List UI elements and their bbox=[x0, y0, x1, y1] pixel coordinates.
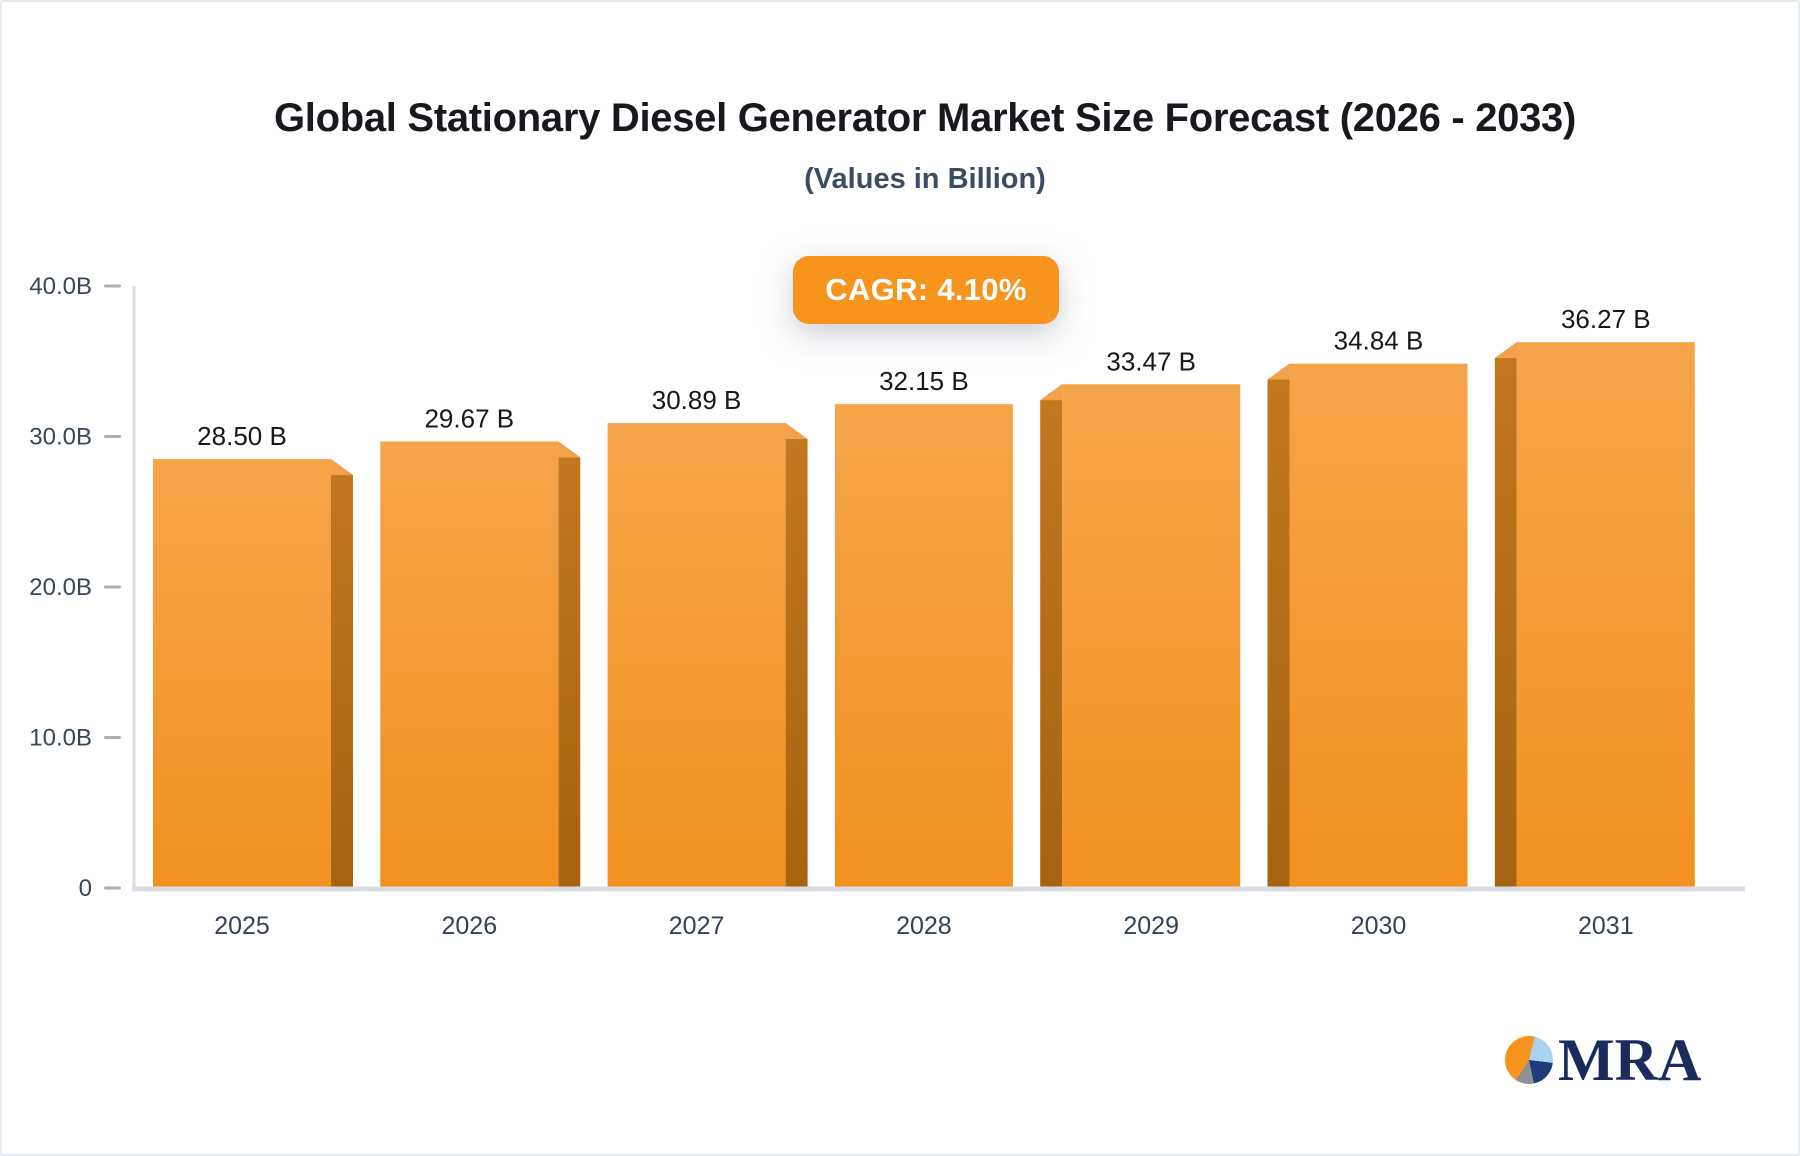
bar-side-face bbox=[785, 423, 808, 888]
bar-side-face bbox=[1267, 363, 1290, 889]
bar-top-sliver bbox=[1267, 363, 1290, 380]
x-category-label: 2025 bbox=[214, 912, 270, 940]
bar-front-face bbox=[1516, 342, 1695, 889]
y-tick-mark bbox=[104, 284, 121, 288]
x-category-label: 2028 bbox=[896, 912, 952, 940]
bar-side-face bbox=[1494, 342, 1517, 889]
cagr-badge-label: CAGR: 4.10% bbox=[825, 272, 1027, 307]
cagr-badge: CAGR: 4.10% bbox=[793, 256, 1059, 324]
bar-front-face bbox=[380, 441, 559, 888]
mra-logo: MRA bbox=[1505, 1027, 1702, 1093]
y-tick-label: 20.0B bbox=[29, 574, 92, 601]
bar-value-label: 28.50 B bbox=[197, 421, 287, 451]
mra-logo-text: MRA bbox=[1558, 1027, 1702, 1093]
bar-front-face bbox=[153, 459, 331, 888]
y-tick-label: 40.0B bbox=[29, 273, 92, 300]
bar-value-label: 36.27 B bbox=[1561, 304, 1651, 334]
bar-value-label: 29.67 B bbox=[424, 403, 514, 433]
chart-subtitle: (Values in Billion) bbox=[804, 163, 1046, 195]
x-category-label: 2027 bbox=[669, 912, 725, 940]
x-category-label: 2031 bbox=[1578, 912, 1634, 940]
y-tick-label: 10.0B bbox=[29, 725, 92, 752]
bar-top-sliver bbox=[1494, 342, 1517, 359]
y-tick-mark bbox=[104, 886, 121, 890]
bar-value-label: 34.84 B bbox=[1334, 326, 1424, 356]
bar-top-sliver bbox=[331, 459, 353, 476]
bar-value-label: 33.47 B bbox=[1106, 346, 1196, 376]
y-tick-label: 30.0B bbox=[29, 424, 92, 451]
bar-side-face bbox=[558, 441, 581, 888]
x-axis-line bbox=[132, 886, 1745, 892]
bar-front-face bbox=[1289, 363, 1468, 889]
bar-top-sliver bbox=[785, 423, 808, 440]
chart-title: Global Stationary Diesel Generator Marke… bbox=[273, 96, 1577, 140]
bar-side-face bbox=[331, 459, 353, 888]
x-category-label: 2030 bbox=[1351, 912, 1407, 940]
x-category-label: 2026 bbox=[441, 912, 497, 940]
bar-top-sliver bbox=[558, 441, 581, 458]
bar-value-label: 32.15 B bbox=[879, 366, 969, 396]
bar-top-sliver bbox=[1040, 384, 1063, 401]
y-tick-label: 0 bbox=[79, 875, 92, 902]
y-axis-line bbox=[132, 286, 136, 891]
x-category-label: 2029 bbox=[1123, 912, 1179, 940]
bar-front-face bbox=[1062, 384, 1241, 888]
y-tick-mark bbox=[104, 736, 121, 739]
chart-header: Global Stationary Diesel Generator Marke… bbox=[52, 2, 1798, 196]
bar-value-label: 30.89 B bbox=[652, 385, 742, 415]
y-tick-mark bbox=[104, 435, 121, 438]
y-tick-mark bbox=[104, 585, 121, 589]
pie-chart-logo-icon bbox=[1505, 1036, 1553, 1084]
bar-front-face bbox=[834, 404, 1013, 888]
bar-front-face bbox=[607, 423, 786, 888]
bar-side-face bbox=[1040, 384, 1063, 888]
bar-chart-root: 40.0B 30.0B 20.0B 10.0B 0 28.50 B 2025 29.67 B 2… bbox=[29, 273, 1745, 940]
